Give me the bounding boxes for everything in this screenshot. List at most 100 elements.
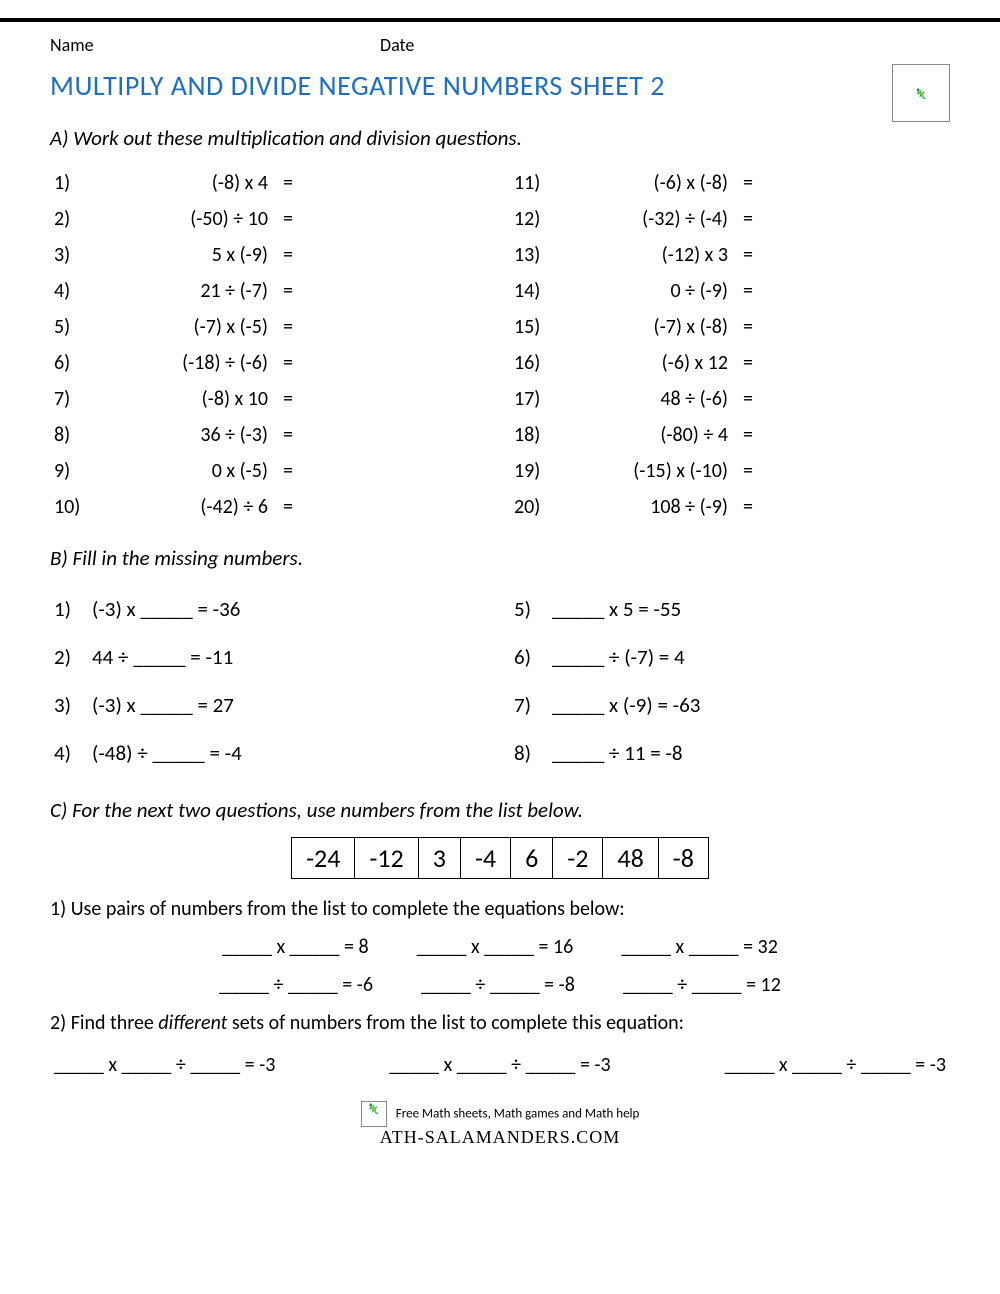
equation-cell: _____ x _____ = 32	[621, 935, 778, 959]
section-c-q2-row: _____ x _____ ÷ _____ = -3 _____ x _____ …	[50, 1053, 950, 1077]
equation-cell: _____ x _____ ÷ _____ = -3	[389, 1053, 610, 1077]
fill-blank-text: 44 ÷ _____ = -11	[92, 644, 233, 670]
number-cell: -2	[553, 838, 603, 879]
question-row: 12)(-32) ÷ (-4)=	[510, 201, 910, 237]
fill-blank-text: (-3) x _____ = 27	[92, 692, 234, 718]
equals-sign: =	[276, 423, 300, 447]
equals-sign: =	[276, 387, 300, 411]
footer: 🦎 Free Math sheets, Math games and Math …	[50, 1101, 950, 1148]
equals-sign: =	[736, 387, 760, 411]
fill-blank-row: 7)_____ x (-9) = -63	[510, 681, 910, 729]
fill-blank-text: _____ x (-9) = -63	[552, 692, 700, 718]
question-number: 15)	[510, 315, 556, 339]
question-expression: (-15) x (-10)	[556, 459, 736, 483]
question-row: 3)5 x (-9)=	[50, 237, 450, 273]
equals-sign: =	[736, 351, 760, 375]
question-number: 3)	[50, 692, 92, 718]
number-cell: 48	[603, 838, 658, 879]
question-row: 18)(-80) ÷ 4=	[510, 417, 910, 453]
question-expression: (-18) ÷ (-6)	[96, 351, 276, 375]
question-number: 2)	[50, 644, 92, 670]
question-row: 20)108 ÷ (-9)=	[510, 489, 910, 525]
question-number: 8)	[50, 423, 96, 447]
number-cell: 3	[418, 838, 460, 879]
equation-cell: _____ ÷ _____ = -6	[219, 973, 373, 997]
section-a-right-column: 11)(-6) x (-8)=12)(-32) ÷ (-4)= 13)(-12) …	[510, 165, 910, 525]
section-c-q1-label: 1) Use pairs of numbers from the list to…	[50, 897, 950, 921]
question-number: 13)	[510, 243, 556, 267]
question-number: 5)	[510, 596, 552, 622]
question-row: 11)(-6) x (-8)=	[510, 165, 910, 201]
question-expression: (-6) x 12	[556, 351, 736, 375]
question-row: 17)48 ÷ (-6)=	[510, 381, 910, 417]
question-number: 17)	[510, 387, 556, 411]
question-expression: 5 x (-9)	[96, 243, 276, 267]
question-number: 1)	[50, 596, 92, 622]
question-expression: (-8) x 4	[96, 171, 276, 195]
fill-blank-row: 6)_____ ÷ (-7) = 4	[510, 633, 910, 681]
question-expression: 36 ÷ (-3)	[96, 423, 276, 447]
fill-blank-row: 5)_____ x 5 = -55	[510, 585, 910, 633]
equals-sign: =	[736, 459, 760, 483]
question-row: 4)21 ÷ (-7)=	[50, 273, 450, 309]
section-b: B) Fill in the missing numbers. 1)(-3) x…	[50, 545, 950, 777]
equals-sign: =	[276, 351, 300, 375]
number-cell: -4	[460, 838, 510, 879]
question-expression: (-50) ÷ 10	[96, 207, 276, 231]
fill-blank-row: 2)44 ÷ _____ = -11	[50, 633, 450, 681]
question-number: 6)	[510, 644, 552, 670]
section-c: C) For the next two questions, use numbe…	[50, 797, 950, 1077]
question-number: 20)	[510, 495, 556, 519]
number-cell: -8	[658, 838, 708, 879]
question-number: 3)	[50, 243, 96, 267]
question-number: 7)	[50, 387, 96, 411]
section-b-instruction: B) Fill in the missing numbers.	[50, 545, 950, 571]
question-expression: (-12) x 3	[556, 243, 736, 267]
question-number: 7)	[510, 692, 552, 718]
question-expression: (-8) x 10	[96, 387, 276, 411]
equals-sign: =	[736, 315, 760, 339]
equals-sign: =	[276, 207, 300, 231]
question-row: 14)0 ÷ (-9)=	[510, 273, 910, 309]
equals-sign: =	[276, 279, 300, 303]
equation-cell: _____ x _____ ÷ _____ = -3	[54, 1053, 275, 1077]
equals-sign: =	[736, 171, 760, 195]
fill-blank-row: 8)_____ ÷ 11 = -8	[510, 729, 910, 777]
question-expression: 48 ÷ (-6)	[556, 387, 736, 411]
question-expression: (-80) ÷ 4	[556, 423, 736, 447]
number-cell: -24	[292, 838, 355, 879]
question-number: 8)	[510, 740, 552, 766]
section-c-instruction: C) For the next two questions, use numbe…	[50, 797, 950, 823]
equals-sign: =	[736, 243, 760, 267]
question-expression: (-7) x (-5)	[96, 315, 276, 339]
question-expression: (-32) ÷ (-4)	[556, 207, 736, 231]
question-row: 19)(-15) x (-10)=	[510, 453, 910, 489]
equation-cell: _____ ÷ _____ = 12	[623, 973, 781, 997]
question-expression: (-42) ÷ 6	[96, 495, 276, 519]
fill-blank-text: _____ x 5 = -55	[552, 596, 681, 622]
footer-logo-icon: 🦎	[361, 1101, 387, 1127]
page-title: MULTIPLY AND DIVIDE NEGATIVE NUMBERS SHE…	[50, 68, 950, 103]
section-a: A) Work out these multiplication and div…	[50, 125, 950, 525]
question-row: 1)(-8) x 4=	[50, 165, 450, 201]
question-number: 16)	[510, 351, 556, 375]
fill-blank-row: 1)(-3) x _____ = -36	[50, 585, 450, 633]
question-number: 1)	[50, 171, 96, 195]
fill-blank-text: (-48) ÷ _____ = -4	[92, 740, 242, 766]
section-b-right-column: 5)_____ x 5 = -556)_____ ÷ (-7) = 47)___…	[510, 585, 910, 777]
fill-blank-text: (-3) x _____ = -36	[92, 596, 240, 622]
equals-sign: =	[276, 315, 300, 339]
top-border	[0, 18, 1000, 22]
q2-post: sets of numbers from the list to complet…	[227, 1011, 684, 1035]
equals-sign: =	[276, 243, 300, 267]
question-row: 7)(-8) x 10=	[50, 381, 450, 417]
section-c-q1-row2: _____ ÷ _____ = -6_____ ÷ _____ = -8____…	[50, 973, 950, 997]
equals-sign: =	[276, 495, 300, 519]
number-list-table: -24-123-46-248-8	[291, 837, 709, 879]
fill-blank-text: _____ ÷ (-7) = 4	[552, 644, 685, 670]
question-expression: 21 ÷ (-7)	[96, 279, 276, 303]
question-expression: 0 x (-5)	[96, 459, 276, 483]
question-number: 14)	[510, 279, 556, 303]
fill-blank-text: _____ ÷ 11 = -8	[552, 740, 683, 766]
question-number: 5)	[50, 315, 96, 339]
